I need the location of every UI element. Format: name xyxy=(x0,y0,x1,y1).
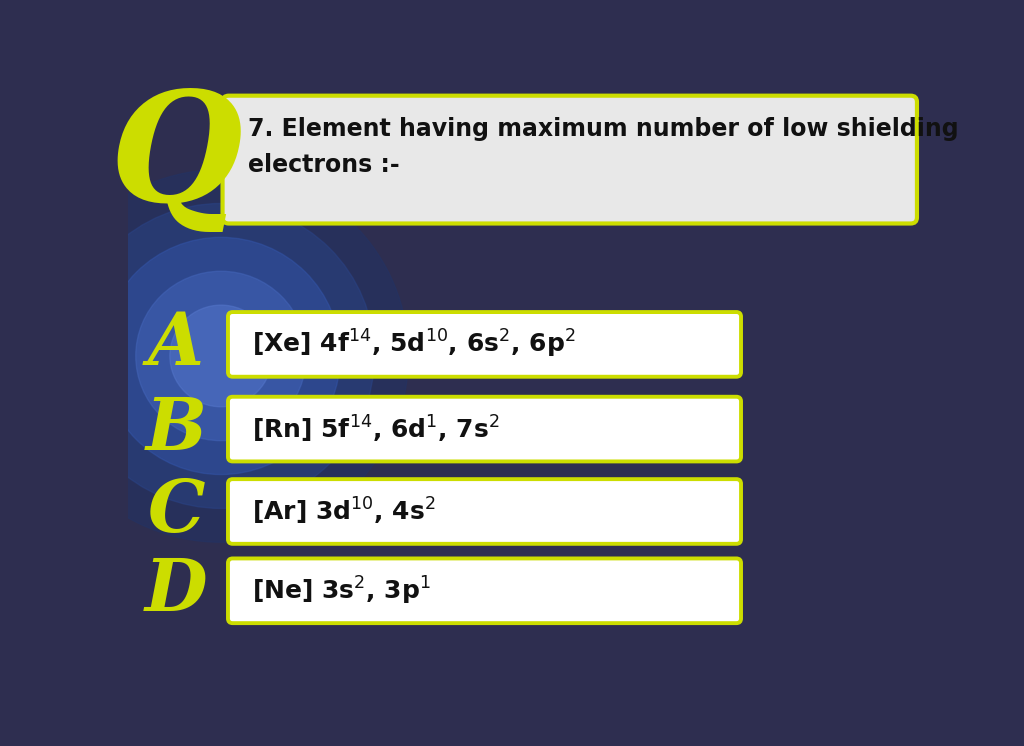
FancyBboxPatch shape xyxy=(228,312,741,377)
Text: 7. Element having maximum number of low shielding
electrons :-: 7. Element having maximum number of low … xyxy=(248,117,958,177)
Circle shape xyxy=(170,305,272,407)
Circle shape xyxy=(34,169,409,542)
FancyBboxPatch shape xyxy=(222,95,916,224)
Circle shape xyxy=(68,204,375,509)
Text: Q: Q xyxy=(110,85,243,234)
Text: [Ar] 3d$^{10}$, 4s$^{2}$: [Ar] 3d$^{10}$, 4s$^{2}$ xyxy=(252,496,436,527)
Text: A: A xyxy=(148,309,204,380)
Text: [Ne] 3s$^{2}$, 3p$^{1}$: [Ne] 3s$^{2}$, 3p$^{1}$ xyxy=(252,574,431,607)
FancyBboxPatch shape xyxy=(228,559,741,623)
Text: B: B xyxy=(145,394,207,465)
Text: [Rn] 5f$^{14}$, 6d$^{1}$, 7s$^{2}$: [Rn] 5f$^{14}$, 6d$^{1}$, 7s$^{2}$ xyxy=(252,413,500,445)
Circle shape xyxy=(101,237,340,474)
FancyBboxPatch shape xyxy=(228,397,741,462)
Circle shape xyxy=(0,119,460,593)
Circle shape xyxy=(136,272,306,441)
Text: D: D xyxy=(144,555,208,627)
FancyBboxPatch shape xyxy=(228,479,741,544)
Text: C: C xyxy=(147,476,205,547)
Text: [Xe] 4f$^{14}$, 5d$^{10}$, 6s$^{2}$, 6p$^{2}$: [Xe] 4f$^{14}$, 5d$^{10}$, 6s$^{2}$, 6p$… xyxy=(252,328,575,360)
